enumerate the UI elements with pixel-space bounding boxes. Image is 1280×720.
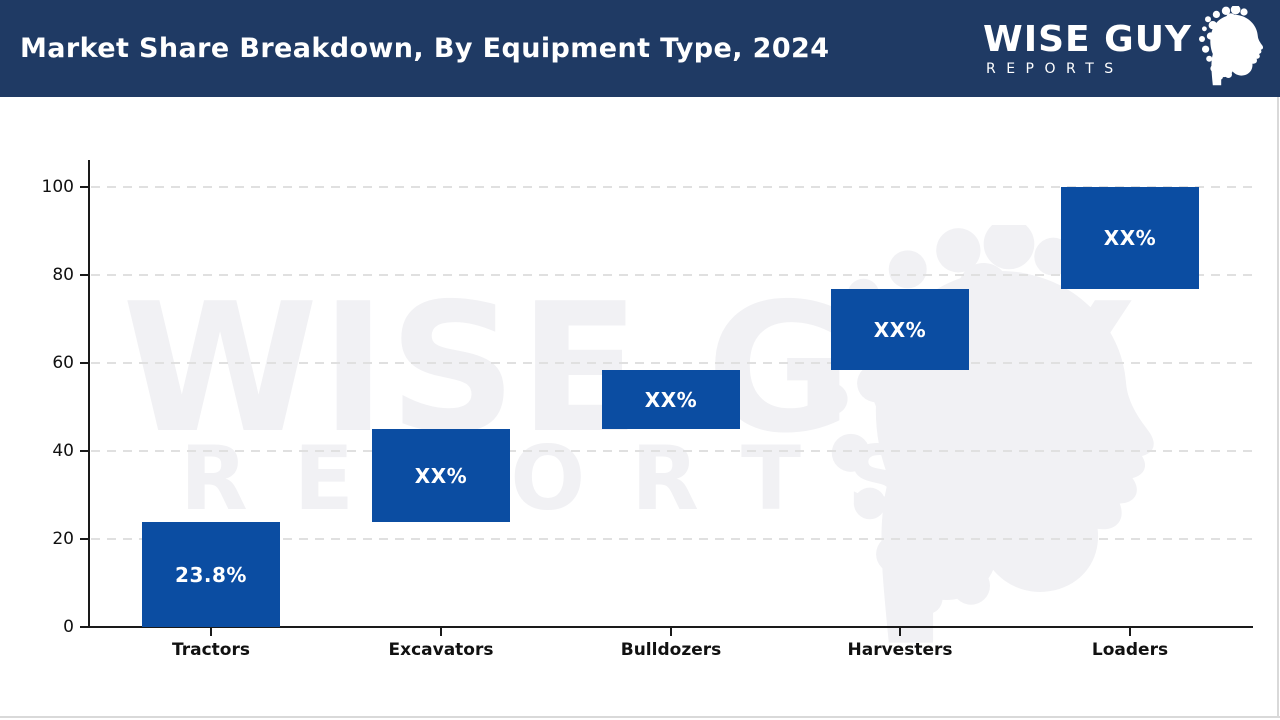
- brand-logo-text: WISE GUY REPORTS: [982, 18, 1192, 77]
- x-tick-mark: [440, 628, 442, 636]
- watermark-subtext: REPORTS: [180, 427, 957, 530]
- bar-bulldozers: XX%: [602, 370, 740, 429]
- y-tick-mark: [80, 186, 89, 188]
- brand-logo: WISE GUY REPORTS: [983, 6, 1268, 90]
- y-tick-label: 100: [41, 177, 74, 197]
- bar-value-label: 23.8%: [175, 562, 247, 587]
- x-category-label: Bulldozers: [620, 640, 722, 660]
- bar-value-label: XX%: [1103, 226, 1157, 251]
- gridline-20: [91, 538, 1253, 540]
- y-tick-label: 80: [52, 265, 74, 285]
- chart-canvas: WISE GUY REPORTS 0 20 40 60 80 100 23.8% Tracto…: [0, 97, 1280, 717]
- page-title: Market Share Breakdown, By Equipment Typ…: [20, 33, 830, 64]
- gridline-100: [91, 186, 1253, 188]
- x-category-label: Tractors: [172, 640, 250, 660]
- x-tick-mark: [210, 628, 212, 636]
- brand-wordmark: WISE GUY: [982, 18, 1192, 60]
- x-axis-line: [88, 626, 1253, 628]
- header: Market Share Breakdown, By Equipment Typ…: [0, 0, 1280, 97]
- brand-subtext: REPORTS: [985, 60, 1124, 77]
- gridline-40: [91, 450, 1253, 452]
- gridline-60: [91, 362, 1253, 364]
- x-tick-mark: [899, 628, 901, 636]
- y-tick-label: 60: [52, 353, 74, 373]
- x-tick-mark: [670, 628, 672, 636]
- right-border-line: [1277, 97, 1279, 718]
- x-category-label: Harvesters: [847, 640, 953, 660]
- x-category-label: Loaders: [1091, 640, 1169, 660]
- bar-tractors: 23.8%: [142, 522, 280, 627]
- y-tick-mark: [80, 362, 89, 364]
- y-tick-mark: [80, 538, 89, 540]
- gridline-80: [91, 274, 1253, 276]
- x-tick-mark: [1129, 628, 1131, 636]
- bar-loaders: XX%: [1061, 187, 1199, 290]
- bar-value-label: XX%: [873, 317, 927, 342]
- y-tick-label: 20: [52, 529, 74, 549]
- bar-value-label: XX%: [414, 463, 468, 488]
- bottom-border-line: [0, 716, 1280, 718]
- y-tick-mark: [80, 274, 89, 276]
- y-tick-label: 0: [63, 617, 74, 637]
- x-category-label: Excavators: [388, 640, 494, 660]
- bar-excavators: XX%: [372, 429, 510, 523]
- bar-value-label: XX%: [644, 387, 698, 412]
- y-axis-line: [88, 160, 90, 628]
- y-tick-mark: [80, 450, 89, 452]
- bar-harvesters: XX%: [831, 289, 969, 371]
- y-tick-mark: [80, 626, 89, 628]
- y-tick-label: 40: [52, 441, 74, 461]
